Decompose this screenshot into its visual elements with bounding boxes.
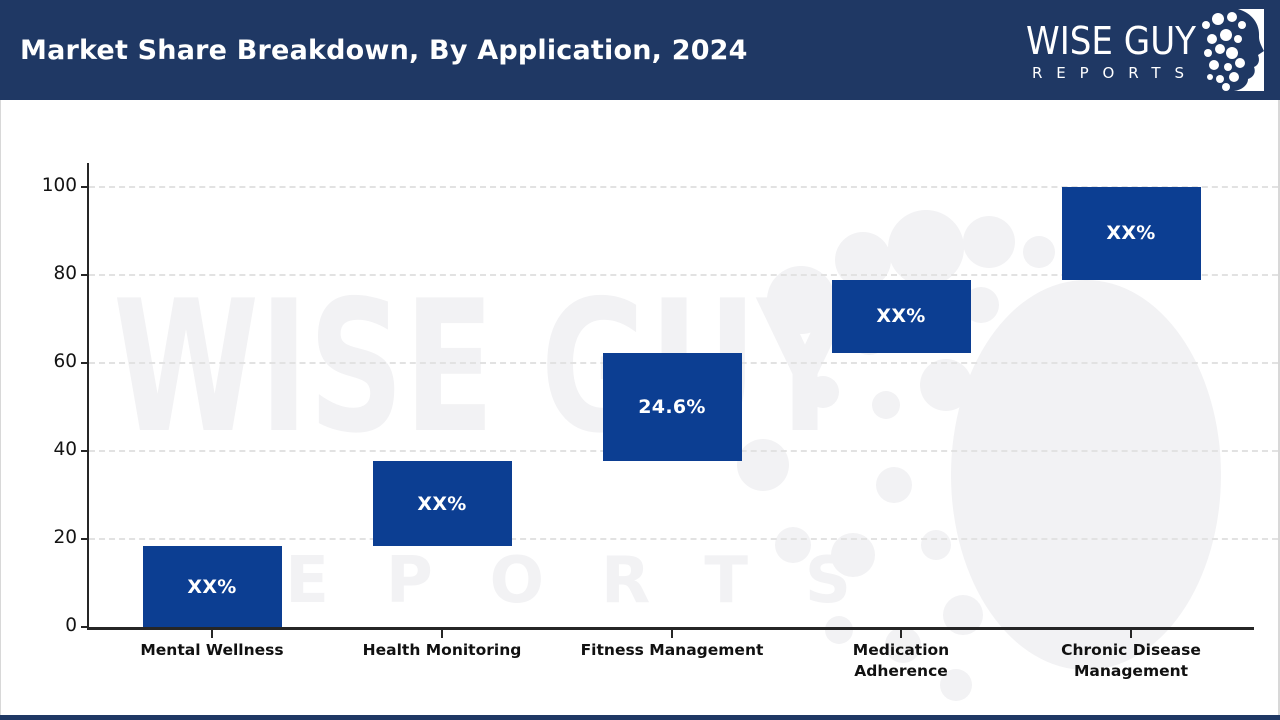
y-tick-label: 40 xyxy=(53,439,77,460)
footer-accent-strip xyxy=(0,715,1280,720)
x-category-label: Chronic Disease Management xyxy=(1061,641,1201,680)
y-tick-mark xyxy=(81,450,89,452)
bar-value-label: XX% xyxy=(417,492,467,515)
x-axis xyxy=(87,627,1254,630)
y-tick-label: 100 xyxy=(41,175,77,196)
chart-area: 0 20 40 60 80 100 XX% Mental Wellness XX% Health … xyxy=(1,100,1279,715)
logo-wordmark: WISE GUY xyxy=(1026,19,1197,63)
bar-value-label: XX% xyxy=(1106,222,1156,245)
watermark-subtext: REPORTS xyxy=(179,544,851,618)
bar-medication-adherence: XX% xyxy=(831,279,971,353)
y-tick-label: 20 xyxy=(53,527,77,548)
bar-fitness-management: 24.6% xyxy=(602,352,742,462)
y-tick-label: 80 xyxy=(53,263,77,284)
x-category-label: Fitness Management xyxy=(580,641,764,659)
logo-subtext: REPORTS xyxy=(1032,64,1184,82)
bar-value-label: 24.6% xyxy=(638,395,706,418)
x-category-label: Health Monitoring xyxy=(362,641,522,659)
y-tick-mark xyxy=(81,538,89,540)
gridline xyxy=(89,538,1278,540)
x-tick-mark xyxy=(900,630,902,638)
y-tick-mark xyxy=(81,274,89,276)
y-tick-mark xyxy=(81,626,89,628)
x-category-label: Medication Adherence xyxy=(852,641,950,680)
y-tick-mark xyxy=(81,186,89,188)
bar-health-monitoring: XX% xyxy=(372,461,512,547)
gridline xyxy=(89,274,1278,276)
header-bar: Market Share Breakdown, By Application, … xyxy=(0,0,1280,100)
bar-value-label: XX% xyxy=(876,305,926,328)
wise-guy-reports-logo: WISE GUY REPORTS xyxy=(1026,9,1264,91)
bar-value-label: XX% xyxy=(187,575,237,598)
x-tick-mark xyxy=(211,630,213,638)
dotted-face-icon xyxy=(1202,9,1264,91)
page-title: Market Share Breakdown, By Application, … xyxy=(20,34,748,66)
y-tick-label: 60 xyxy=(53,351,77,372)
x-category-label: Mental Wellness xyxy=(140,641,284,659)
y-tick-mark xyxy=(81,362,89,364)
y-tick-label: 0 xyxy=(65,615,77,636)
x-tick-mark xyxy=(441,630,443,638)
x-tick-mark xyxy=(671,630,673,638)
watermark-face-blob xyxy=(951,280,1221,670)
gridline xyxy=(89,186,1278,188)
x-tick-mark xyxy=(1130,630,1132,638)
bar-mental-wellness: XX% xyxy=(142,546,282,627)
bar-chronic-disease-management: XX% xyxy=(1061,187,1201,280)
y-axis xyxy=(87,163,89,630)
